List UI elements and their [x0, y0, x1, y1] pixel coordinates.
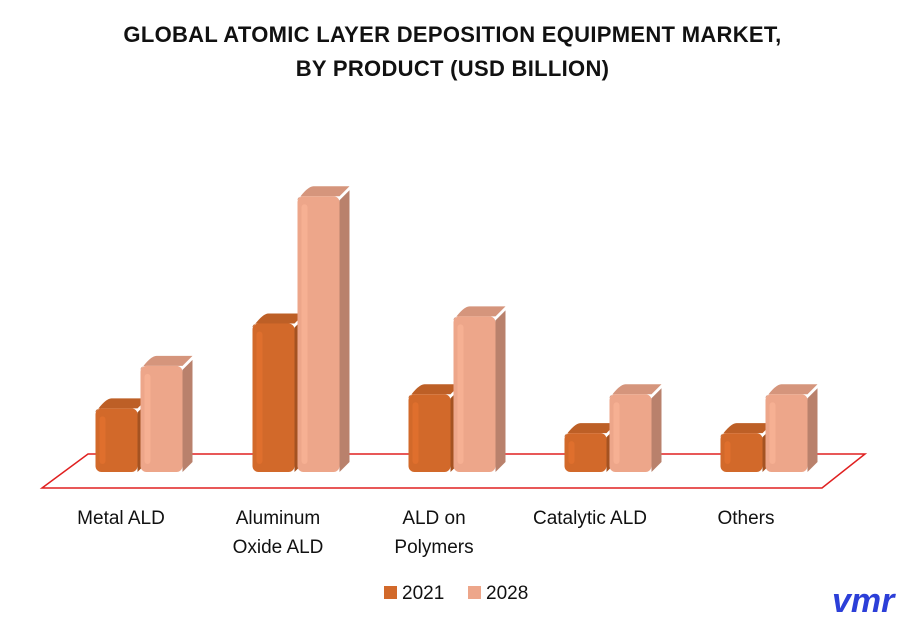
chart-title-line-2: BY PRODUCT (USD BILLION): [295, 56, 610, 81]
legend-label-2028: 2028: [486, 583, 528, 604]
vmr-logo-text: vmr: [832, 582, 896, 620]
category-label-line: Polymers: [394, 537, 473, 558]
bar-highlight: [412, 402, 419, 464]
bar-front: [609, 394, 652, 472]
bar-highlight: [144, 373, 151, 464]
bar-highlight: [301, 204, 308, 464]
vmr-logo: vmr: [832, 582, 896, 620]
bar-top: [408, 384, 461, 399]
bar-2021-2: [408, 384, 461, 472]
chart-title-line-1: GLOBAL ATOMIC LAYER DEPOSITION EQUIPMENT…: [123, 22, 782, 47]
bar-top: [609, 384, 662, 399]
legend-swatch-2028: [468, 586, 481, 599]
bar-top: [765, 384, 818, 399]
bar-2028-1: [297, 186, 350, 472]
bar-highlight: [256, 331, 263, 464]
bar-front: [408, 394, 451, 472]
category-label-4: Others: [717, 508, 774, 529]
legend-swatch-2021: [384, 586, 397, 599]
category-labels: Metal ALD Aluminum Oxide ALD ALD on Polymers…: [77, 508, 774, 558]
bar-2021-1: [252, 313, 305, 472]
bar-2028-0: [140, 355, 193, 472]
bar-side: [651, 388, 662, 472]
category-label-line: Others: [717, 508, 774, 529]
bar-top: [720, 423, 773, 438]
bars-group: [95, 186, 818, 472]
bar-side: [495, 310, 506, 472]
bar-top: [95, 398, 148, 413]
bar-2028-2: [453, 306, 506, 472]
category-label-2: ALD on Polymers: [394, 508, 473, 558]
bar-highlight: [568, 441, 575, 464]
bar-side: [182, 359, 193, 472]
bar-front: [95, 408, 138, 472]
bar-front: [140, 365, 183, 472]
bar-highlight: [99, 416, 106, 464]
category-label-0: Metal ALD: [77, 508, 165, 529]
bar-front: [453, 316, 496, 472]
legend: 2021 2028: [384, 583, 528, 604]
bar-top: [297, 186, 350, 201]
bar-2021-3: [564, 423, 617, 472]
bar-side: [339, 190, 350, 472]
bar-top: [252, 313, 305, 328]
category-label-line: ALD on: [402, 508, 465, 529]
bar-top: [453, 306, 506, 321]
bar-top: [140, 355, 193, 370]
bar-highlight: [613, 402, 620, 464]
bar-highlight: [724, 441, 731, 464]
bar-front: [720, 433, 763, 472]
category-label-3: Catalytic ALD: [533, 508, 647, 529]
bar-front: [252, 323, 295, 472]
bar-front: [564, 433, 607, 472]
bar-2021-4: [720, 423, 773, 472]
bar-highlight: [457, 324, 464, 464]
category-label-line: Metal ALD: [77, 508, 165, 529]
bar-side: [807, 388, 818, 472]
legend-label-2021: 2021: [402, 583, 444, 604]
bar-highlight: [769, 402, 776, 464]
bar-2028-4: [765, 384, 818, 472]
bar-front: [765, 394, 808, 472]
bar-2021-0: [95, 398, 148, 472]
category-label-line: Oxide ALD: [233, 537, 324, 558]
category-label-line: Catalytic ALD: [533, 508, 647, 529]
bar-2028-3: [609, 384, 662, 472]
bar-front: [297, 196, 340, 472]
category-label-1: Aluminum Oxide ALD: [233, 508, 324, 558]
category-label-line: Aluminum: [236, 508, 320, 529]
chart-title: GLOBAL ATOMIC LAYER DEPOSITION EQUIPMENT…: [0, 18, 905, 86]
bar-top: [564, 423, 617, 438]
